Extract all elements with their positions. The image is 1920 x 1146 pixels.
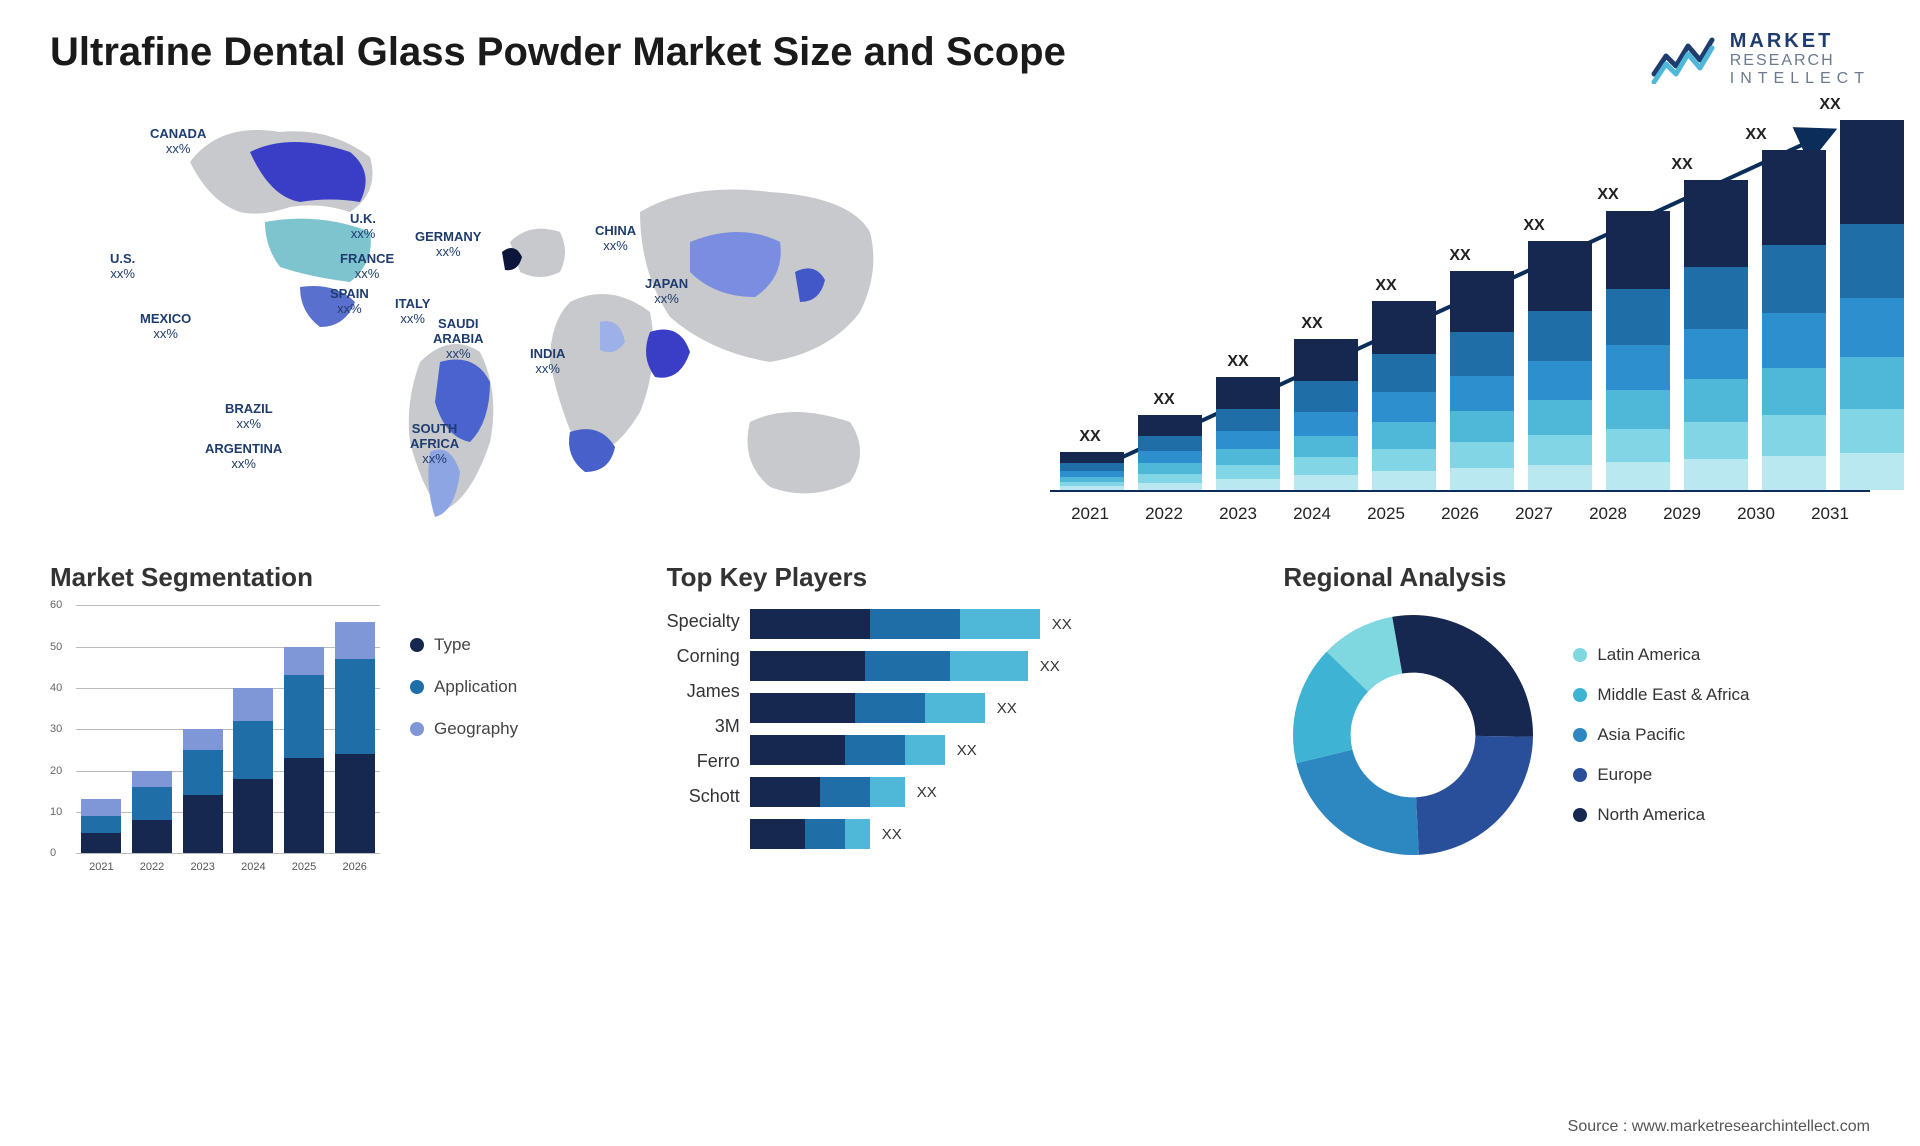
legend-item: Latin America	[1573, 645, 1749, 665]
player-bar-row: XX	[750, 609, 1072, 639]
page-title: Ultrafine Dental Glass Powder Market Siz…	[50, 30, 1066, 75]
map-label: SOUTHAFRICAxx%	[410, 422, 459, 467]
donut-slice	[1393, 615, 1534, 737]
regional-panel: Regional Analysis Latin America Middle Ea…	[1283, 562, 1870, 875]
map-label: MEXICOxx%	[140, 312, 191, 342]
map-label: FRANCExx%	[340, 252, 394, 282]
regional-legend: Latin America Middle East & Africa Asia Pa…	[1573, 645, 1749, 825]
segmentation-panel: Market Segmentation 20212022202320242025…	[50, 562, 637, 875]
legend-item: North America	[1573, 805, 1749, 825]
logo: MARKET RESEARCH INTELLECT	[1650, 30, 1870, 87]
regional-donut	[1283, 605, 1543, 865]
map-label: GERMANYxx%	[415, 230, 481, 260]
segmentation-chart: 202120222023202420252026 0102030405060	[50, 605, 380, 875]
map-label: BRAZILxx%	[225, 402, 273, 432]
players-title: Top Key Players	[667, 562, 1254, 593]
legend-item: Type	[410, 635, 518, 655]
legend-item: Europe	[1573, 765, 1749, 785]
player-name: Ferro	[667, 751, 740, 772]
players-bars: XX XX XX XX XX XX	[750, 609, 1072, 849]
player-name: 3M	[667, 716, 740, 737]
map-label: CHINAxx%	[595, 224, 636, 254]
source-text: Source : www.marketresearchintellect.com	[1568, 1118, 1870, 1136]
legend-item: Asia Pacific	[1573, 725, 1749, 745]
players-panel: Top Key Players Specialty Corning James 3M F…	[667, 562, 1254, 875]
growth-chart: 2021202220232024202520262027202820292030…	[1050, 102, 1870, 532]
map-label: ARGENTINAxx%	[205, 442, 282, 472]
donut-slice	[1416, 736, 1533, 855]
legend-item: Middle East & Africa	[1573, 685, 1749, 705]
logo-line3: INTELLECT	[1730, 70, 1870, 88]
player-bar-row: XX	[750, 651, 1072, 681]
regional-title: Regional Analysis	[1283, 562, 1870, 593]
map-svg	[50, 102, 1010, 532]
world-map: CANADAxx% U.S.xx% MEXICOxx% BRAZILxx% ARGENT…	[50, 102, 1010, 532]
legend-item: Geography	[410, 719, 518, 739]
logo-line1: MARKET	[1730, 30, 1870, 52]
logo-line2: RESEARCH	[1730, 52, 1870, 70]
segmentation-title: Market Segmentation	[50, 562, 637, 593]
player-bar-row: XX	[750, 693, 1072, 723]
map-label: U.K.xx%	[350, 212, 376, 242]
legend-item: Application	[410, 677, 518, 697]
player-name: Corning	[667, 646, 740, 667]
map-label: SAUDIARABIAxx%	[433, 317, 484, 362]
map-label: ITALYxx%	[395, 297, 430, 327]
player-name: Specialty	[667, 611, 740, 632]
map-label: U.S.xx%	[110, 252, 135, 282]
player-bar-row: XX	[750, 777, 1072, 807]
segmentation-legend: Type Application Geography	[410, 635, 518, 739]
players-labels: Specialty Corning James 3M Ferro Schott	[667, 611, 740, 807]
map-label: SPAINxx%	[330, 287, 369, 317]
player-bar-row: XX	[750, 735, 1072, 765]
player-name: Schott	[667, 786, 740, 807]
map-label: JAPANxx%	[645, 277, 688, 307]
player-name: James	[667, 681, 740, 702]
map-label: CANADAxx%	[150, 127, 206, 157]
donut-slice	[1297, 750, 1419, 855]
map-label: INDIAxx%	[530, 347, 565, 377]
logo-icon	[1650, 34, 1718, 84]
player-bar-row: XX	[750, 819, 1072, 849]
